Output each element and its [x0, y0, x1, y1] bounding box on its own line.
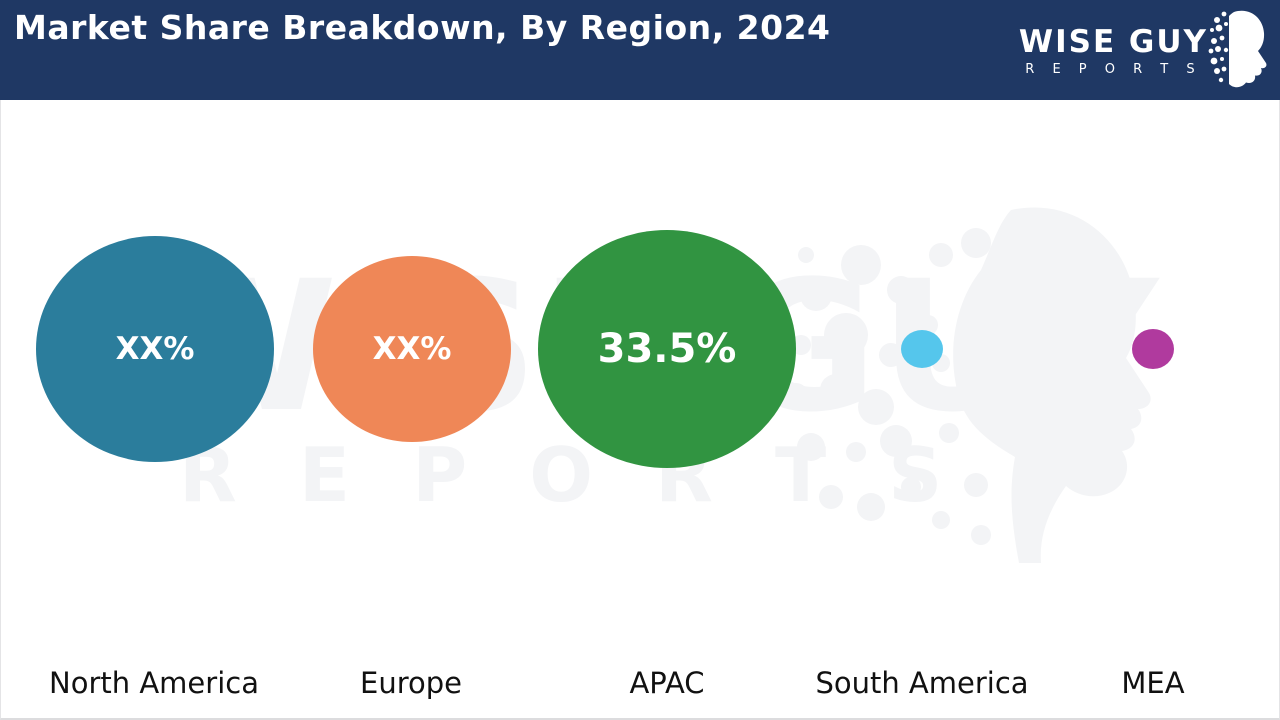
wiseguy-face-icon: [1208, 10, 1267, 88]
bubble-value-label: XX%: [372, 331, 452, 367]
bubble-value-label: XX%: [115, 331, 195, 367]
logo-text: WISE GUY R E P O R T S: [1019, 24, 1208, 77]
wiseguy-logo: WISE GUY R E P O R T S: [1019, 6, 1270, 94]
category-label-mea: MEA: [1121, 666, 1185, 700]
bubble-apac: 33.5%: [538, 230, 796, 468]
chart-area: WISE GUY R E P O R T S XX%XX%33.5% N: [0, 100, 1280, 720]
watermark-face-icon: [784, 207, 1151, 564]
category-label-north-america: North America: [49, 666, 259, 700]
category-label-apac: APAC: [629, 666, 705, 700]
bubble-north-america: XX%: [36, 236, 274, 462]
bubble-mea: [1132, 329, 1174, 369]
header: Market Share Breakdown, By Region, 2024 …: [0, 0, 1280, 100]
page-title: Market Share Breakdown, By Region, 2024: [14, 8, 831, 47]
category-label-europe: Europe: [360, 666, 462, 700]
bubble-south-america: [901, 330, 943, 368]
logo-wordmark: WISE GUY: [1018, 24, 1208, 60]
bubble-value-label: 33.5%: [597, 326, 737, 372]
logo-subtext: R E P O R T S: [1025, 62, 1202, 77]
category-label-south-america: South America: [815, 666, 1029, 700]
bubble-europe: XX%: [313, 256, 511, 442]
